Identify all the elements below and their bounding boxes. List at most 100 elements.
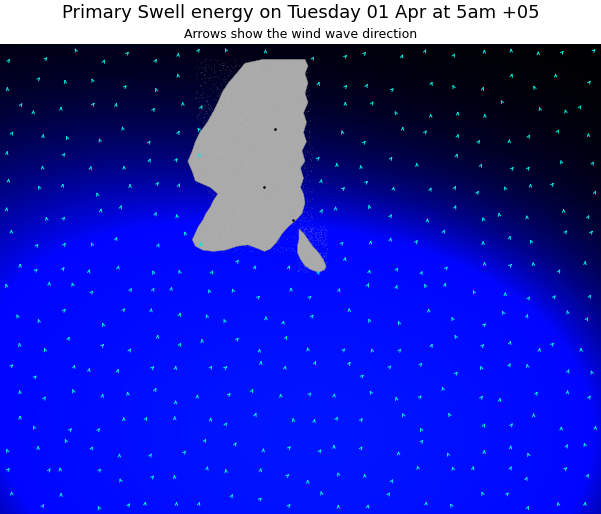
Point	[243, 139, 252, 148]
Point	[233, 239, 242, 247]
Point	[240, 101, 249, 109]
Point	[276, 86, 285, 94]
Point	[224, 143, 233, 151]
Point	[308, 243, 318, 251]
Point	[221, 162, 231, 170]
Point	[274, 91, 284, 100]
Point	[322, 251, 332, 260]
Point	[261, 245, 270, 253]
Point	[260, 198, 270, 206]
Point	[305, 237, 315, 246]
Point	[291, 94, 300, 102]
Point	[266, 81, 276, 89]
Point	[222, 176, 232, 184]
Point	[305, 138, 315, 146]
Point	[272, 161, 282, 170]
Point	[272, 197, 282, 205]
Point	[274, 222, 284, 230]
Point	[234, 231, 244, 240]
Point	[243, 176, 252, 185]
Point	[276, 168, 285, 176]
Point	[297, 189, 307, 197]
Point	[299, 141, 309, 149]
Point	[219, 65, 228, 73]
Point	[295, 67, 305, 75]
Point	[228, 214, 238, 223]
Point	[230, 62, 240, 70]
Point	[210, 72, 219, 81]
Point	[230, 58, 239, 66]
Point	[254, 149, 263, 157]
Point	[221, 88, 231, 97]
Point	[306, 265, 316, 273]
Point	[293, 215, 303, 224]
Point	[293, 207, 303, 215]
Point	[193, 135, 203, 143]
Point	[225, 56, 234, 64]
Point	[240, 170, 250, 178]
Point	[254, 66, 264, 74]
Point	[306, 250, 316, 258]
Point	[289, 104, 299, 113]
Point	[283, 233, 293, 241]
Point	[261, 162, 271, 171]
Point	[309, 240, 319, 248]
Point	[230, 199, 240, 207]
Point	[272, 217, 281, 226]
Point	[211, 179, 221, 187]
Point	[273, 163, 282, 172]
Point	[313, 235, 322, 243]
Point	[227, 62, 237, 70]
Point	[252, 146, 261, 155]
Point	[203, 98, 213, 106]
Point	[260, 169, 269, 177]
Point	[224, 127, 234, 136]
Point	[296, 98, 306, 106]
Point	[294, 64, 304, 72]
Point	[285, 143, 295, 152]
Point	[260, 199, 269, 208]
Point	[253, 166, 263, 174]
Point	[319, 237, 329, 246]
Point	[262, 235, 272, 243]
Point	[257, 175, 266, 183]
Point	[236, 145, 245, 153]
Point	[249, 142, 259, 150]
Point	[287, 132, 297, 140]
Point	[263, 176, 272, 185]
Point	[242, 204, 252, 212]
Point	[285, 117, 295, 125]
Point	[292, 79, 302, 87]
Point	[233, 160, 243, 168]
Point	[295, 234, 305, 243]
Point	[303, 72, 313, 80]
Point	[288, 70, 297, 78]
Point	[253, 107, 263, 115]
Point	[313, 257, 322, 265]
Point	[304, 63, 313, 71]
Point	[287, 142, 296, 150]
Point	[302, 258, 311, 266]
Point	[297, 223, 307, 231]
Point	[256, 236, 266, 244]
Point	[197, 83, 207, 91]
Point	[310, 248, 320, 256]
Point	[304, 250, 313, 258]
Point	[316, 223, 325, 231]
Point	[303, 203, 313, 211]
Point	[281, 168, 290, 176]
Point	[299, 150, 308, 158]
Point	[240, 93, 249, 101]
Point	[269, 138, 278, 146]
Point	[227, 95, 237, 103]
Point	[256, 75, 266, 83]
Point	[296, 78, 305, 86]
Point	[319, 240, 329, 248]
Point	[218, 182, 227, 191]
Point	[225, 95, 234, 103]
Point	[218, 194, 228, 202]
Point	[301, 230, 311, 238]
Point	[305, 91, 315, 100]
Point	[317, 264, 326, 272]
Point	[300, 161, 310, 170]
